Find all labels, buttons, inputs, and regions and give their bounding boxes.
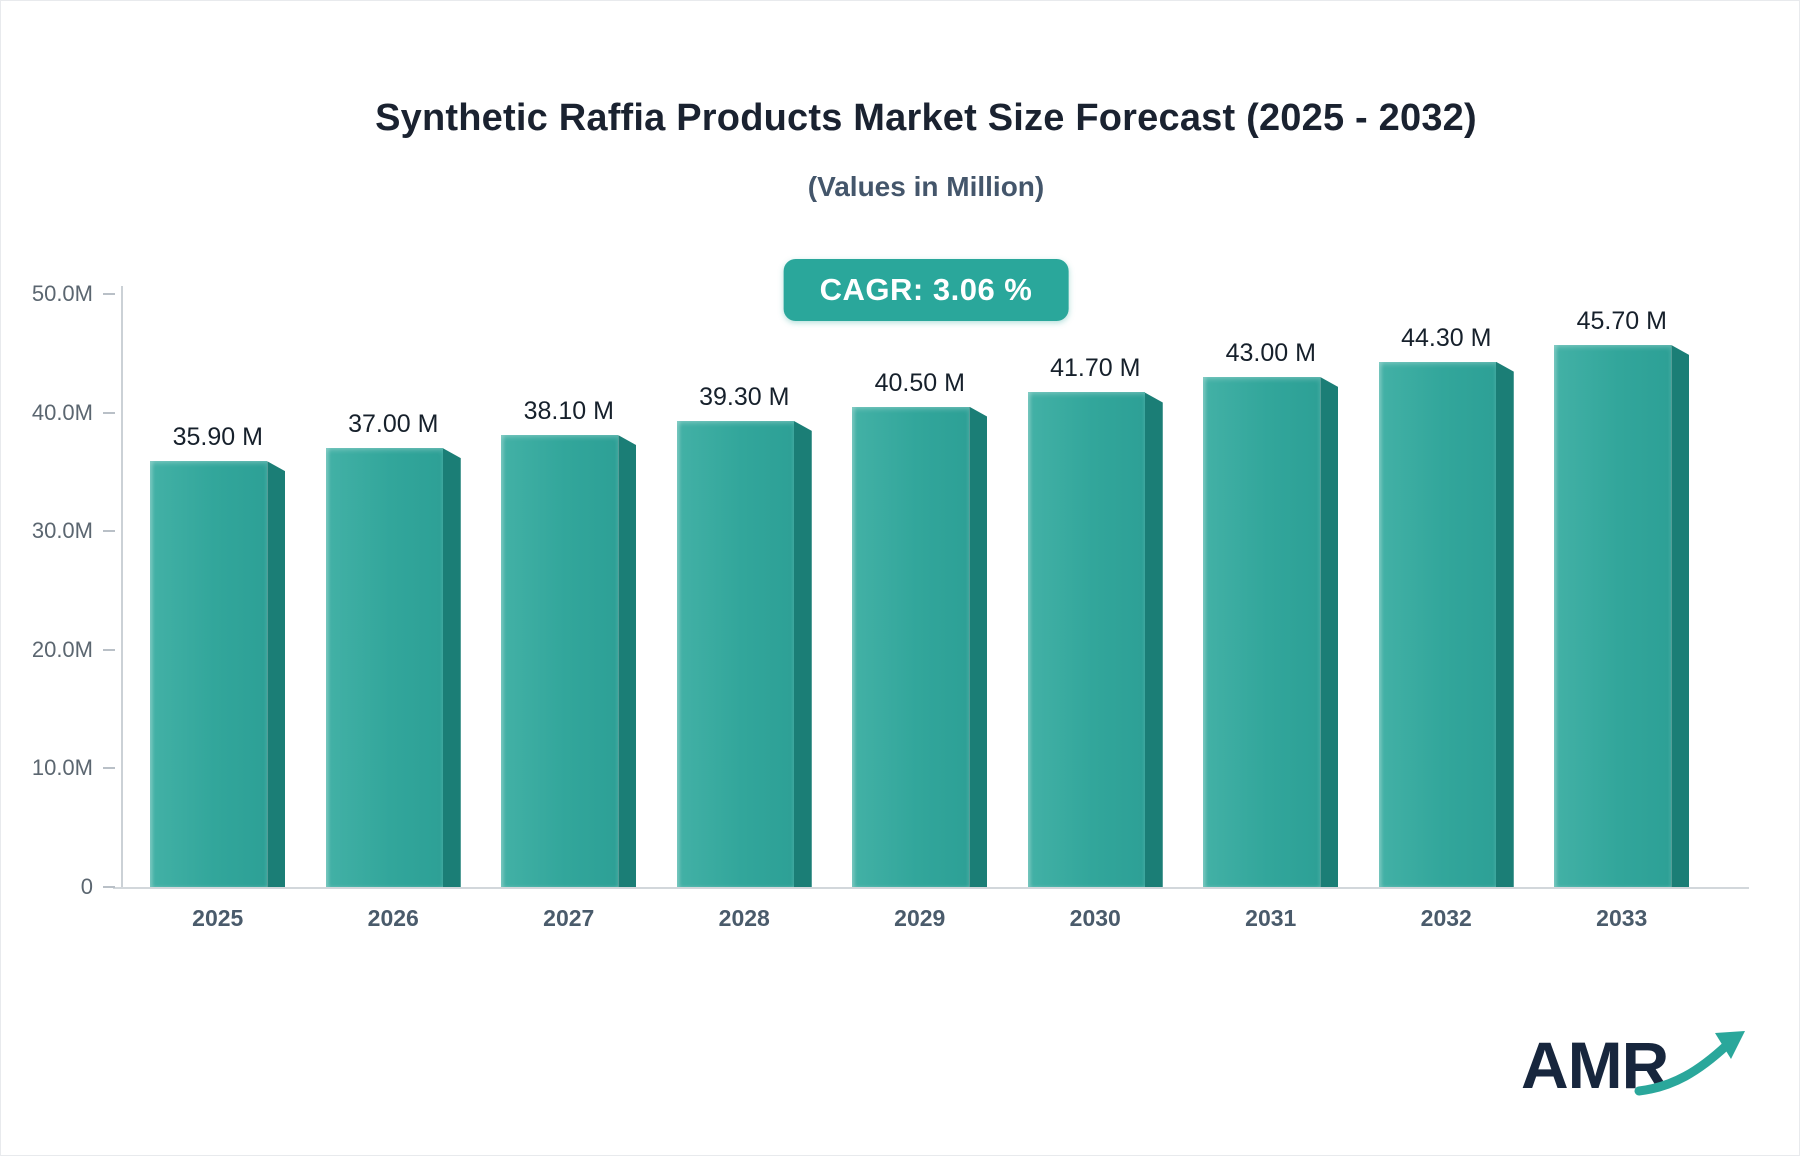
- bar-side: [1495, 361, 1514, 887]
- x-tick-label: 2025: [192, 905, 244, 931]
- y-tick-label: 0: [80, 874, 93, 899]
- x-tick-label: 2027: [543, 905, 595, 931]
- y-tick-label: 20.0M: [31, 636, 93, 662]
- bar-face: [1554, 344, 1672, 887]
- bar-face: [852, 406, 970, 887]
- bar-value-label: 39.30 M: [699, 382, 790, 411]
- bar: [1203, 377, 1339, 887]
- bar-face: [325, 448, 443, 887]
- x-tick-label: 2028: [718, 905, 770, 931]
- chart-subtitle: (Values in Million): [807, 171, 1045, 202]
- bar-side: [442, 448, 461, 887]
- bar-value-label: 44.30 M: [1401, 323, 1492, 352]
- bar: [676, 420, 812, 887]
- x-tick-label: 2031: [1245, 905, 1297, 931]
- x-tick-label: 2029: [894, 905, 946, 931]
- bar-value-label: 37.00 M: [348, 410, 439, 439]
- bar-side: [1144, 392, 1163, 887]
- x-tick-label: 2026: [367, 905, 419, 931]
- bar-side: [618, 435, 637, 887]
- bar: [150, 461, 286, 887]
- bar-face: [1203, 377, 1321, 887]
- bar-value-label: 35.90 M: [172, 423, 263, 452]
- y-tick-label: 30.0M: [31, 518, 93, 544]
- bar-value-label: 45.70 M: [1576, 306, 1667, 335]
- bar-side: [1320, 377, 1339, 887]
- bar-face: [1027, 392, 1145, 887]
- bar-side: [793, 420, 812, 887]
- bar: [1027, 392, 1163, 887]
- bar-value-label: 40.50 M: [874, 368, 965, 397]
- bar: [501, 435, 637, 887]
- bar: [852, 406, 988, 887]
- y-tick-mark: [103, 767, 115, 770]
- bar-face: [676, 420, 794, 887]
- bar-value-label: 38.10 M: [523, 397, 614, 426]
- y-tick-label: 40.0M: [31, 399, 93, 425]
- bar-side: [267, 461, 286, 887]
- bar-side: [1671, 344, 1690, 887]
- y-tick-label: 50.0M: [31, 281, 93, 306]
- x-tick-label: 2030: [1069, 905, 1121, 931]
- bar-side: [969, 406, 988, 887]
- y-tick-mark: [103, 530, 115, 533]
- x-axis-line: [113, 887, 1749, 889]
- bar: [325, 448, 461, 887]
- trend-up-arrow-icon: [1634, 1031, 1745, 1096]
- y-axis-line: [121, 286, 123, 889]
- x-tick-label: 2033: [1596, 905, 1648, 931]
- bar-value-label: 43.00 M: [1225, 339, 1316, 368]
- chart-title: Synthetic Raffia Products Market Size Fo…: [375, 97, 1477, 139]
- cagr-badge: CAGR: 3.06 %: [783, 259, 1069, 321]
- y-tick-mark: [103, 293, 115, 295]
- bar: [1554, 344, 1690, 887]
- bar: [1378, 361, 1514, 887]
- bar-face: [501, 435, 619, 887]
- bar-value-label: 41.70 M: [1050, 354, 1141, 383]
- logo: AMR: [1521, 1027, 1751, 1123]
- y-tick-mark: [103, 886, 115, 888]
- bar-face: [1378, 361, 1496, 887]
- y-tick-label: 10.0M: [31, 755, 93, 781]
- bar-face: [150, 461, 268, 887]
- y-tick-mark: [103, 411, 115, 414]
- y-tick-mark: [103, 648, 115, 651]
- x-tick-label: 2032: [1420, 905, 1472, 931]
- cagr-badge-label: CAGR: 3.06 %: [819, 272, 1033, 307]
